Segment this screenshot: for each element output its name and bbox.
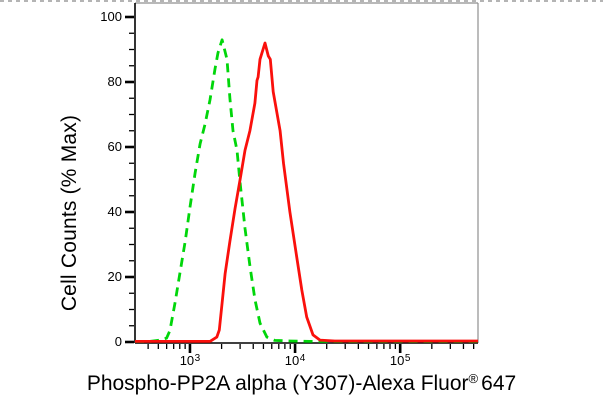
y-tick-label: 0: [114, 334, 122, 349]
y-tick-label: 80: [107, 74, 122, 89]
registered-trademark-symbol: ®: [468, 371, 479, 386]
y-tick-label: 60: [107, 139, 122, 154]
x-axis-title-text: Phospho-PP2A alpha (Y307)-Alexa Fluor: [86, 372, 469, 395]
x-tick-exponent: 4: [299, 353, 306, 364]
x-tick-base: 10: [284, 353, 300, 368]
series-curve-phospho-pp2a-stained-red-solid: [135, 41, 478, 343]
x-tick-exponent: 5: [404, 353, 411, 364]
x-tick-exponent: 3: [194, 353, 201, 364]
x-tick-label: 105: [390, 352, 411, 368]
x-tick-base: 10: [389, 353, 405, 368]
x-tick-label: 104: [285, 352, 306, 368]
x-axis-title-suffix: 647: [481, 372, 517, 395]
y-tick-label: 20: [107, 269, 122, 284]
y-tick-label: 100: [100, 9, 122, 24]
x-axis-title: Phospho-PP2A alpha (Y307)-Alexa Fluor® 64…: [0, 371, 603, 396]
x-tick-base: 10: [179, 353, 195, 368]
series-curve-control-green-dashed: [135, 38, 478, 343]
image-top-dashed-border: [0, 0, 603, 2]
x-tick-label: 103: [180, 352, 201, 368]
y-tick-label: 40: [107, 204, 122, 219]
